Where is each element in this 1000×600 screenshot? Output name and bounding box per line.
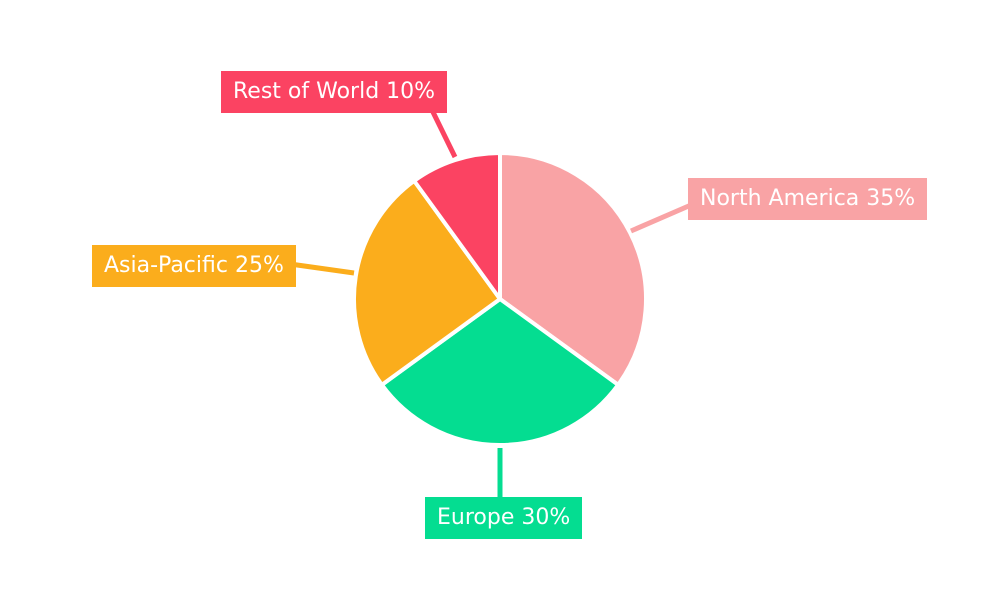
pie-slice-asia-pacific[interactable] <box>352 178 502 387</box>
leader-line-asia-pacific <box>289 261 355 276</box>
pie-slice-europe[interactable] <box>379 297 621 448</box>
pie-slice-north-america[interactable] <box>498 151 648 387</box>
callout-label-asia-pacific: Asia-Pacific 25% <box>92 245 296 287</box>
leader-line-north-america <box>630 202 692 234</box>
callout-label-rest-of-world: Rest of World 10% <box>221 71 448 113</box>
pie-slice-rest-of-world[interactable] <box>412 151 502 301</box>
callout-label-europe: Europe 30% <box>425 497 583 539</box>
callout-label-north-america: North America 35% <box>688 178 928 220</box>
leader-line-rest-of-world <box>429 108 458 159</box>
